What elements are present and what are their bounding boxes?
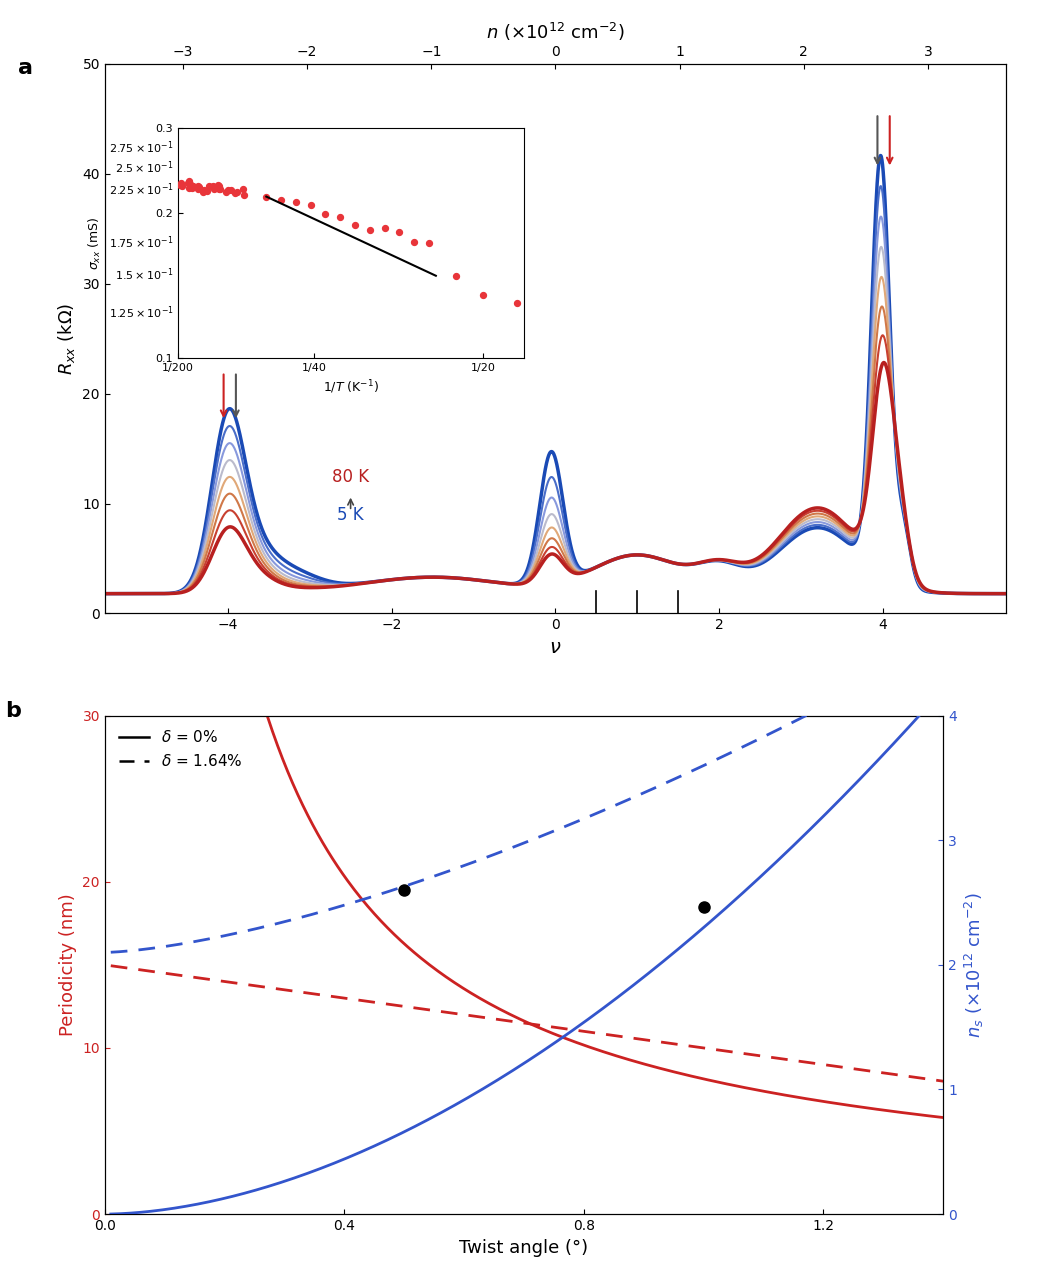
Text: 80 K: 80 K: [332, 468, 369, 486]
Point: [204, 175, 221, 196]
Point: [406, 231, 422, 252]
Point: [302, 194, 319, 215]
Point: [272, 189, 289, 210]
Y-axis label: Periodicity (nm): Periodicity (nm): [59, 893, 77, 1036]
Point: [195, 180, 212, 201]
Text: 5 K: 5 K: [337, 506, 364, 524]
Point: [180, 171, 197, 192]
Point: [205, 179, 222, 199]
Point: [212, 179, 228, 199]
X-axis label: Twist angle (°): Twist angle (°): [459, 1238, 589, 1256]
Point: [235, 179, 252, 199]
Point: [184, 175, 201, 196]
Point: [180, 178, 197, 198]
Point: [376, 219, 393, 239]
Point: [332, 207, 349, 227]
Point: [420, 233, 437, 253]
Point: [190, 175, 206, 196]
Point: [226, 183, 243, 203]
Point: [228, 181, 245, 202]
Point: [171, 175, 188, 196]
Point: [174, 175, 191, 196]
X-axis label: $\nu$: $\nu$: [549, 638, 562, 657]
Point: [475, 285, 492, 305]
Point: [236, 185, 253, 206]
Point: [218, 181, 235, 202]
Y-axis label: $n_s$ ($\times10^{12}$ cm$^{-2}$): $n_s$ ($\times10^{12}$ cm$^{-2}$): [962, 892, 985, 1038]
Point: [318, 203, 334, 224]
Point: [201, 176, 218, 197]
Point: [211, 179, 227, 199]
Point: [173, 173, 190, 193]
X-axis label: $n$ ($\times10^{12}$ cm$^{-2}$): $n$ ($\times10^{12}$ cm$^{-2}$): [486, 22, 625, 43]
Point: [199, 181, 216, 202]
Point: [179, 173, 196, 193]
Point: [182, 174, 199, 194]
Y-axis label: $R_{xx}$ (k$\Omega$): $R_{xx}$ (k$\Omega$): [56, 303, 77, 374]
Legend: $\delta$ = 0%, $\delta$ = 1.64%: $\delta$ = 0%, $\delta$ = 1.64%: [112, 723, 249, 776]
Point: [287, 192, 304, 212]
Point: [210, 175, 226, 196]
Point: [391, 221, 408, 242]
Point: [347, 215, 364, 235]
Point: [223, 180, 240, 201]
Point: [183, 178, 200, 198]
Point: [219, 180, 236, 201]
Point: [191, 176, 208, 197]
X-axis label: 1/$T$ (K$^{-1}$): 1/$T$ (K$^{-1}$): [323, 378, 379, 396]
Point: [211, 175, 227, 196]
Text: a: a: [18, 59, 32, 78]
Point: [195, 181, 212, 202]
Point: [362, 220, 378, 240]
Y-axis label: $\sigma_{xx}$ (mS): $\sigma_{xx}$ (mS): [87, 216, 103, 270]
Text: b: b: [5, 700, 21, 721]
Point: [182, 175, 199, 196]
Point: [258, 187, 275, 207]
Point: [509, 293, 526, 313]
Point: [447, 266, 464, 286]
Point: [190, 179, 206, 199]
